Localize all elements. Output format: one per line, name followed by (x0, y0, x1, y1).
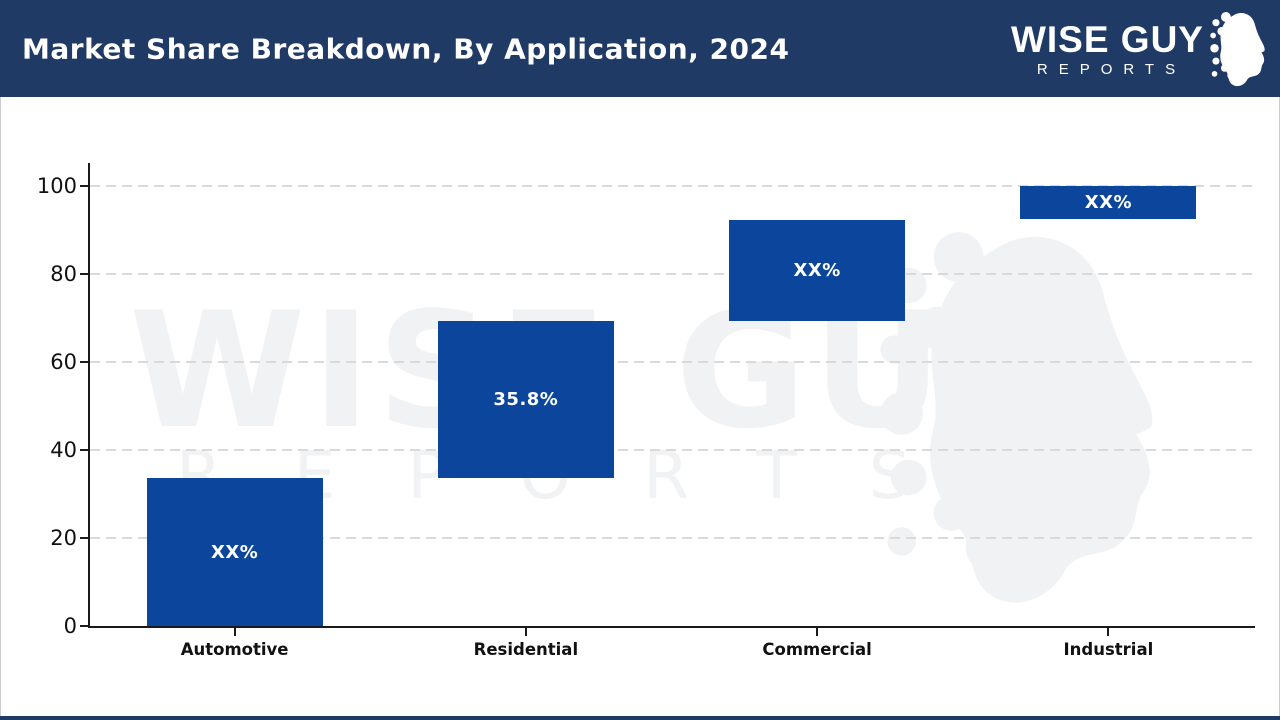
y-axis-line (88, 163, 90, 628)
bar-industrial: XX% (1020, 186, 1197, 220)
bar-value-label: 35.8% (493, 388, 559, 410)
x-axis-line (88, 626, 1255, 628)
chart-canvas: WISE GUY REPORTS 020406080100XX%Automoti… (0, 97, 1280, 717)
plot-area: 0 20 40 60 80 100 XX% Automotive 35.8% Residentia… (1, 97, 1279, 716)
watermark-head-icon (880, 232, 1153, 603)
y-tick-label: 60 (50, 350, 77, 374)
y-tick-label: 0 (63, 614, 77, 638)
x-tick-industrial (1107, 628, 1110, 636)
y-tick-label: 40 (50, 438, 77, 462)
bar-commercial: XX% (729, 220, 906, 321)
y-tick-label: 20 (50, 526, 77, 550)
y-tick-80 (80, 273, 89, 275)
logo-head-icon (1210, 12, 1265, 87)
header-bar: Market Share Breakdown, By Application, … (0, 0, 1280, 97)
gridline-20 (90, 537, 1254, 539)
y-tick-label: 80 (50, 262, 77, 286)
category-label-commercial: Commercial (762, 640, 872, 659)
gridline-80 (90, 273, 1254, 275)
bar-automotive: XX% (146, 478, 323, 626)
x-tick-commercial (816, 628, 819, 636)
y-tick-60 (80, 361, 89, 363)
category-label-automotive: Automotive (180, 640, 289, 659)
wise-guy-logo: WISE GUY REPORTS (1011, 4, 1270, 94)
bar-value-label: XX% (210, 541, 259, 563)
y-tick-100 (80, 185, 89, 187)
gridline-60 (90, 361, 1254, 363)
x-tick-automotive (233, 628, 236, 636)
logo-wordmark: WISE GUY (1010, 18, 1204, 60)
bar-value-label: XX% (793, 259, 841, 281)
gridline-100 (90, 185, 1254, 187)
bar-value-label: XX% (1084, 192, 1133, 214)
category-label-industrial: Industrial (1063, 640, 1154, 659)
category-label-residential: Residential (473, 640, 579, 659)
y-tick-label: 100 (36, 174, 77, 198)
y-tick-20 (80, 537, 89, 539)
y-tick-40 (80, 449, 89, 451)
x-tick-residential (524, 628, 527, 636)
footer-bar (0, 716, 1280, 720)
y-tick-0 (80, 625, 89, 627)
gridline-40 (90, 449, 1254, 451)
logo-subtitle: REPORTS (1036, 60, 1187, 78)
page-title: Market Share Breakdown, By Application, … (22, 32, 790, 65)
logo-text: WISE GUY REPORTS (1011, 21, 1204, 78)
bar-residential: 35.8% (437, 320, 614, 479)
